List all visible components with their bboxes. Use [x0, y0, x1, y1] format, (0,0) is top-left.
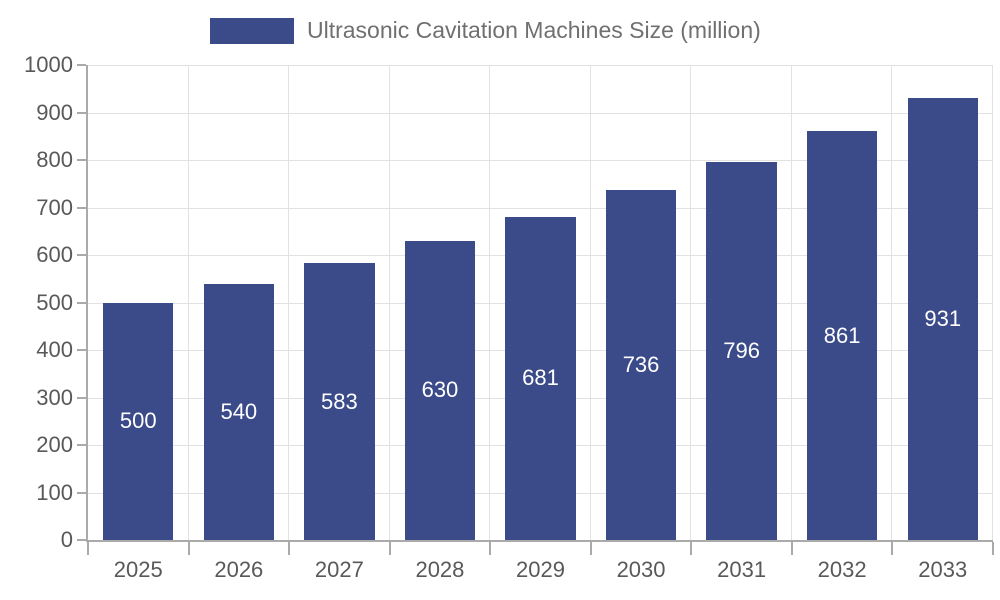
gridline-vertical: [992, 65, 993, 540]
bar-value-label: 540: [220, 398, 258, 424]
x-axis-tick-label: 2029: [516, 557, 565, 582]
x-axis-line: [86, 540, 993, 542]
y-axis-tick-label: 800: [36, 147, 73, 172]
gridline-vertical: [489, 65, 491, 540]
x-axis-tick-label: 2032: [817, 557, 867, 582]
x-axis-tick-label: 2025: [113, 557, 163, 582]
gridline-horizontal: [88, 160, 993, 161]
y-axis-tick: [77, 539, 86, 541]
bar-value-label: 500: [119, 408, 157, 434]
bar-value-label: 681: [522, 365, 559, 391]
x-axis-tick: [388, 542, 391, 555]
legend-label: Ultrasonic Cavitation Machines Size (mil…: [307, 17, 761, 43]
gridline-vertical: [288, 65, 290, 540]
y-axis-tick-label: 700: [36, 194, 73, 220]
plot-area: 500 540 583 630 681 736 796 861 931 0 100 200 300 400…: [24, 53, 994, 582]
x-axis-tick: [790, 542, 793, 555]
y-axis-tick-label: 1000: [24, 52, 73, 77]
x-axis-tick: [489, 542, 492, 555]
gridline-vertical: [187, 65, 189, 540]
bar[interactable]: 500: [103, 302, 174, 540]
bar-value-label: 931: [924, 305, 962, 331]
x-axis-tick-label: 2027: [314, 557, 364, 582]
legend-swatch: [210, 17, 294, 44]
x-axis-tick: [87, 542, 89, 555]
y-axis-tick-label: 900: [36, 99, 73, 125]
gridline-vertical: [388, 65, 390, 540]
bar[interactable]: 630: [404, 240, 476, 540]
x-axis-tick-label: 2033: [918, 557, 968, 582]
y-axis-tick: [77, 349, 86, 351]
gridline-vertical: [891, 65, 893, 540]
gridline-vertical: [589, 65, 591, 540]
bar[interactable]: 583: [304, 263, 375, 540]
x-axis-tick: [992, 542, 994, 555]
y-axis-tick: [77, 111, 86, 114]
gridline-horizontal: [88, 65, 993, 66]
y-axis-tick: [77, 301, 86, 304]
bar[interactable]: 540: [203, 283, 274, 540]
bar-value-label: 861: [823, 322, 861, 348]
y-axis-tick: [77, 64, 86, 66]
bar-value-label: 796: [723, 337, 760, 363]
y-axis-tick-label: 300: [36, 384, 73, 410]
bar-value-label: 736: [622, 352, 660, 378]
y-axis-tick: [77, 444, 86, 446]
x-axis-tick: [187, 542, 190, 555]
x-axis-tick: [589, 542, 592, 555]
x-axis-tick: [690, 542, 693, 555]
y-axis-line: [86, 65, 88, 542]
x-axis-tick-label: 2031: [717, 557, 767, 582]
y-axis-tick-label: 600: [36, 242, 73, 267]
bar[interactable]: 931: [907, 97, 978, 540]
bar[interactable]: 796: [706, 161, 777, 540]
y-axis-tick-label: 0: [60, 527, 73, 552]
x-axis-tick: [288, 542, 291, 555]
x-axis-tick-label: 2028: [415, 557, 465, 582]
y-axis-tick-label: 500: [36, 289, 73, 315]
y-axis-tick: [77, 159, 86, 161]
bar-value-label: 583: [321, 388, 358, 414]
gridline-horizontal: [88, 112, 993, 114]
x-axis-tick-label: 2026: [214, 557, 264, 582]
gridline-vertical: [690, 65, 692, 540]
y-axis-tick-label: 100: [36, 479, 73, 505]
bar[interactable]: 861: [806, 131, 878, 540]
y-axis-tick-label: 200: [36, 432, 73, 457]
y-axis-tick: [77, 206, 86, 209]
bar[interactable]: 681: [505, 216, 576, 540]
y-axis-tick: [77, 396, 86, 399]
bar-value-label: 630: [421, 377, 459, 403]
y-axis-tick-label: 400: [36, 337, 73, 362]
bar[interactable]: 736: [605, 190, 677, 540]
y-axis-tick: [77, 254, 86, 256]
gridline-horizontal: [88, 207, 993, 209]
x-axis-tick-label: 2030: [616, 557, 666, 582]
legend[interactable]: Ultrasonic Cavitation Machines Size (mil…: [210, 17, 761, 44]
gridline-vertical: [790, 65, 792, 540]
y-axis-tick: [77, 491, 86, 494]
x-axis-tick: [891, 542, 894, 555]
